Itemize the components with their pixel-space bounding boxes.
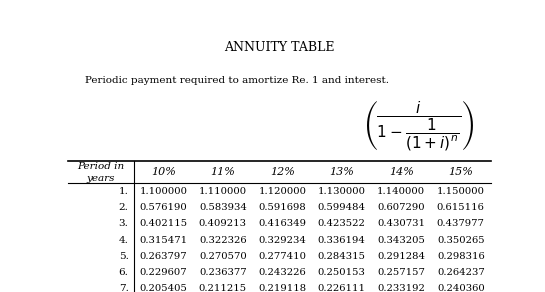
Text: 0.437977: 0.437977 [437,219,485,228]
Text: 0.263797: 0.263797 [140,252,187,261]
Text: 0.430731: 0.430731 [377,219,425,228]
Text: 1.140000: 1.140000 [377,187,425,196]
Text: 0.243226: 0.243226 [258,268,306,277]
Text: 0.298316: 0.298316 [437,252,485,261]
Text: 0.607290: 0.607290 [378,203,425,212]
Text: 0.219118: 0.219118 [258,284,306,292]
Text: 0.226111: 0.226111 [318,284,366,292]
Text: 0.257157: 0.257157 [377,268,425,277]
Text: 12%: 12% [270,167,295,177]
Text: 14%: 14% [389,167,414,177]
Text: 0.250153: 0.250153 [318,268,366,277]
Text: 6.: 6. [119,268,129,277]
Text: 3.: 3. [119,219,129,228]
Text: 0.583934: 0.583934 [199,203,247,212]
Text: 0.277410: 0.277410 [258,252,306,261]
Text: 0.240360: 0.240360 [437,284,485,292]
Text: 0.576190: 0.576190 [140,203,187,212]
Text: 0.236377: 0.236377 [199,268,247,277]
Text: 7.: 7. [119,284,129,292]
Text: 0.336194: 0.336194 [318,236,366,245]
Text: 1.150000: 1.150000 [437,187,485,196]
Text: 0.416349: 0.416349 [258,219,306,228]
Text: 0.291284: 0.291284 [377,252,425,261]
Text: 0.229607: 0.229607 [140,268,187,277]
Text: 0.211215: 0.211215 [199,284,247,292]
Text: 0.233192: 0.233192 [377,284,425,292]
Text: 11%: 11% [210,167,235,177]
Text: 0.409213: 0.409213 [199,219,247,228]
Text: 4.: 4. [119,236,129,245]
Text: 1.: 1. [119,187,129,196]
Text: 0.591698: 0.591698 [258,203,306,212]
Text: 5.: 5. [119,252,129,261]
Text: 13%: 13% [329,167,354,177]
Text: Period in
years: Period in years [77,162,124,182]
Text: 1.100000: 1.100000 [140,187,187,196]
Text: 10%: 10% [151,167,176,177]
Text: 0.322326: 0.322326 [199,236,247,245]
Text: $\left( \dfrac{i}{1 - \dfrac{1}{(1+i)^n}} \right)$: $\left( \dfrac{i}{1 - \dfrac{1}{(1+i)^n}… [364,98,474,152]
Text: ANNUITY TABLE: ANNUITY TABLE [224,41,335,54]
Text: 1.130000: 1.130000 [318,187,366,196]
Text: 0.615116: 0.615116 [437,203,485,212]
Text: 0.329234: 0.329234 [258,236,306,245]
Text: 0.423522: 0.423522 [318,219,366,228]
Text: 15%: 15% [449,167,473,177]
Text: 0.402115: 0.402115 [140,219,187,228]
Text: 0.315471: 0.315471 [140,236,187,245]
Text: 0.284315: 0.284315 [318,252,366,261]
Text: 0.350265: 0.350265 [437,236,485,245]
Text: 1.120000: 1.120000 [258,187,306,196]
Text: Periodic payment required to amortize Re. 1 and interest.: Periodic payment required to amortize Re… [85,76,389,84]
Text: 0.205405: 0.205405 [140,284,187,292]
Text: 0.270570: 0.270570 [199,252,247,261]
Text: 1.110000: 1.110000 [199,187,247,196]
Text: 0.264237: 0.264237 [437,268,485,277]
Text: 0.343205: 0.343205 [377,236,425,245]
Text: 0.599484: 0.599484 [318,203,366,212]
Text: 2.: 2. [119,203,129,212]
